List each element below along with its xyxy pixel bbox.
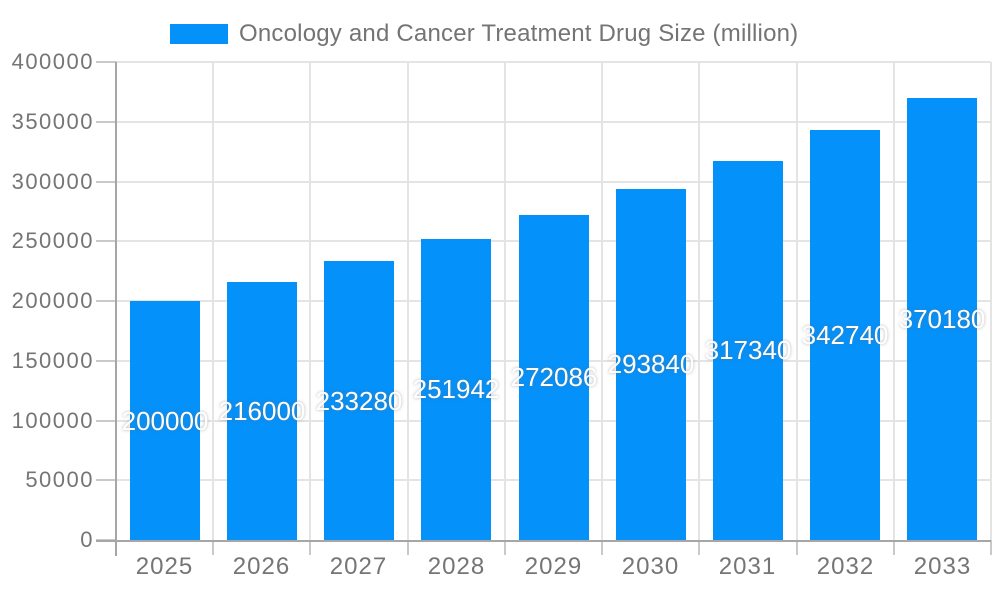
y-axis-tick (96, 121, 116, 123)
bar-2025[interactable] (130, 301, 200, 540)
y-gridline (116, 181, 991, 183)
x-axis-category-label: 2029 (524, 553, 583, 580)
bar-2031[interactable] (713, 161, 783, 540)
y-axis-tick-label: 250000 (11, 228, 94, 253)
x-gridline (212, 62, 214, 540)
y-axis-tick (96, 181, 116, 183)
x-gridline (796, 62, 798, 540)
bar-2029[interactable] (519, 215, 589, 540)
x-axis-tick (990, 540, 992, 555)
x-gridline (309, 62, 311, 540)
x-axis-category-label: 2031 (718, 553, 777, 580)
y-axis-tick (96, 420, 116, 422)
x-axis-category-label: 2025 (135, 553, 194, 580)
bar-2028[interactable] (421, 239, 491, 540)
x-axis-tick (698, 540, 700, 555)
y-axis-tick-label: 300000 (11, 169, 94, 194)
y-axis-tick (96, 61, 116, 63)
x-gridline (893, 62, 895, 540)
x-gridline (990, 62, 992, 540)
x-axis-tick (504, 540, 506, 555)
y-axis-tick (96, 240, 116, 242)
y-axis-tick-label: 200000 (11, 288, 94, 313)
y-axis-line (115, 62, 117, 556)
x-gridline (698, 62, 700, 540)
y-gridline (116, 61, 991, 63)
y-axis-tick-label: 400000 (11, 49, 94, 74)
x-gridline (504, 62, 506, 540)
x-axis-tick (601, 540, 603, 555)
y-axis-tick-label: 100000 (11, 408, 94, 433)
y-axis-tick (96, 360, 116, 362)
y-gridline (116, 121, 991, 123)
y-axis-tick-label: 350000 (11, 109, 94, 134)
x-axis-category-label: 2032 (816, 553, 875, 580)
x-gridline (407, 62, 409, 540)
x-axis-line (96, 540, 991, 542)
x-axis-category-label: 2026 (232, 553, 291, 580)
x-axis-tick (407, 540, 409, 555)
legend-swatch-icon (170, 24, 228, 44)
x-axis-tick (893, 540, 895, 555)
x-axis-tick (212, 540, 214, 555)
bar-2032[interactable] (810, 130, 880, 540)
chart-legend[interactable]: Oncology and Cancer Treatment Drug Size … (170, 20, 798, 48)
x-axis-category-label: 2028 (427, 553, 486, 580)
bar-2026[interactable] (227, 282, 297, 540)
chart-title: Oncology and Cancer Treatment Drug Size … (239, 20, 799, 47)
y-axis-tick-label: 50000 (25, 467, 94, 492)
y-axis-tick (96, 479, 116, 481)
x-axis-category-label: 2027 (329, 553, 388, 580)
x-axis-tick (309, 540, 311, 555)
bar-2027[interactable] (324, 261, 394, 540)
x-gridline (601, 62, 603, 540)
bar-2030[interactable] (616, 189, 686, 540)
y-axis-tick-label: 0 (80, 527, 94, 552)
x-axis-category-label: 2033 (913, 553, 972, 580)
y-axis-tick-label: 150000 (11, 348, 94, 373)
bar-2033[interactable] (907, 98, 977, 540)
x-axis-tick (796, 540, 798, 555)
y-axis-tick (96, 300, 116, 302)
x-axis-category-label: 2030 (621, 553, 680, 580)
